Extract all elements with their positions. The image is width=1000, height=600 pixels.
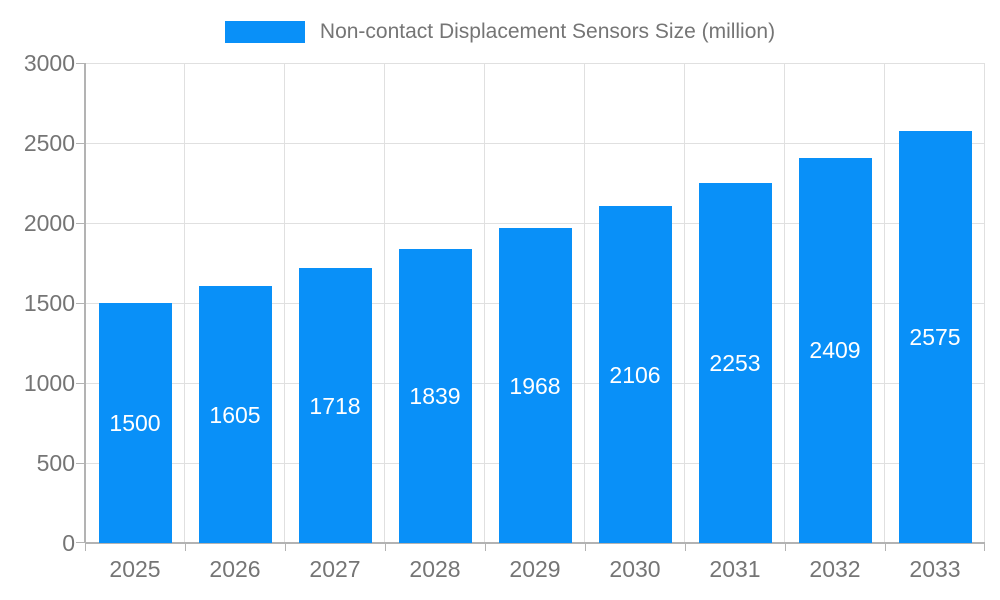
bar-value-label-2029: 1968	[509, 372, 561, 399]
bar-2030: 2106	[598, 206, 672, 543]
bar-2026: 1605	[198, 286, 272, 543]
x-axis-line	[85, 542, 985, 544]
y-axis-tick	[76, 463, 84, 464]
x-axis-tick	[185, 543, 186, 551]
gridline-vertical	[284, 63, 285, 543]
legend-label: Non-contact Displacement Sensors Size (m…	[319, 20, 776, 43]
y-axis-tick	[76, 143, 84, 144]
bar-2031: 2253	[698, 182, 772, 543]
bar-2028: 1839	[398, 248, 472, 543]
gridline-vertical	[984, 63, 985, 543]
x-tick-label-2027: 2027	[309, 556, 361, 582]
gridline-vertical	[784, 63, 785, 543]
bar-value-label-2033: 2575	[909, 324, 961, 350]
bar-2033: 2575	[898, 131, 972, 543]
bar-2029: 1968	[498, 228, 572, 543]
x-axis-tick	[984, 543, 985, 551]
bar-value-label-2028: 1839	[409, 382, 461, 409]
y-tick-label-0: 0	[62, 530, 75, 556]
y-tick-label-1500: 1500	[23, 290, 75, 316]
y-tick-label-2000: 2000	[23, 210, 75, 236]
x-axis-tick	[885, 543, 886, 551]
gridline-vertical	[484, 63, 485, 543]
y-axis-tick	[76, 223, 84, 224]
y-axis-tick	[76, 542, 84, 543]
x-axis-tick	[85, 543, 86, 551]
x-tick-label-2030: 2030	[609, 556, 661, 582]
bar-value-label-2025: 1500	[109, 410, 161, 436]
x-tick-label-2033: 2033	[909, 556, 961, 582]
chart-legend: Non-contact Displacement Sensors Size (m…	[0, 21, 1000, 43]
y-axis-tick	[76, 303, 84, 304]
y-tick-label-2500: 2500	[23, 130, 75, 156]
x-tick-label-2031: 2031	[709, 556, 761, 582]
gridline-horizontal	[85, 63, 985, 64]
bar-2025: 1500	[98, 303, 172, 543]
plot-area: 0 500 1000 1500 2000 2500 3000 2025 2026 2027 2028…	[24, 51, 985, 581]
bar-value-label-2027: 1718	[309, 392, 361, 419]
y-tick-label-3000: 3000	[23, 50, 75, 76]
bar-value-label-2032: 2409	[809, 337, 861, 364]
bar-value-label-2026: 1605	[209, 401, 261, 428]
x-axis-tick	[285, 543, 286, 551]
x-tick-label-2026: 2026	[209, 556, 261, 582]
gridline-vertical	[384, 63, 385, 543]
gridline-horizontal	[85, 143, 985, 144]
y-tick-label-500: 500	[36, 450, 75, 476]
y-axis-line	[84, 63, 86, 543]
x-tick-label-2025: 2025	[109, 556, 161, 582]
gridline-horizontal	[85, 223, 985, 224]
y-axis-tick	[76, 63, 84, 64]
gridline-vertical	[884, 63, 885, 543]
x-axis-tick	[485, 543, 486, 551]
y-tick-label-1000: 1000	[23, 370, 75, 396]
gridline-vertical	[584, 63, 585, 543]
x-tick-label-2032: 2032	[809, 556, 861, 582]
x-axis-tick	[585, 543, 586, 551]
y-axis-tick	[76, 383, 84, 384]
gridline-vertical	[184, 63, 185, 543]
bar-value-label-2030: 2106	[609, 361, 661, 388]
gridline-vertical	[684, 63, 685, 543]
x-tick-label-2029: 2029	[509, 556, 561, 582]
x-tick-label-2028: 2028	[409, 556, 461, 582]
x-axis-tick	[785, 543, 786, 551]
legend-swatch	[224, 21, 305, 43]
bar-2032: 2409	[798, 157, 872, 543]
x-axis-tick	[685, 543, 686, 551]
bar-value-label-2031: 2253	[709, 349, 761, 376]
bar-2027: 1718	[298, 268, 372, 543]
x-axis-tick	[385, 543, 386, 551]
